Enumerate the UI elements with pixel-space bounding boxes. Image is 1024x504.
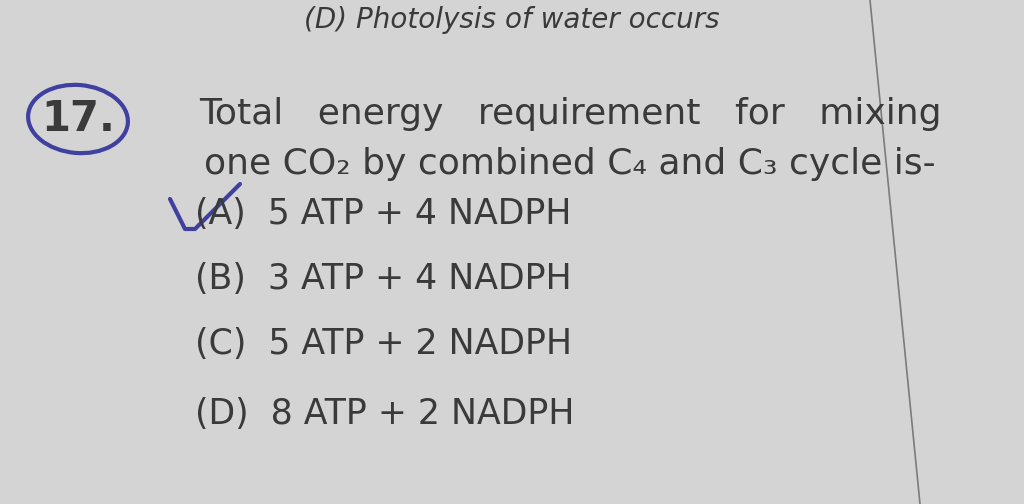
Text: 17.: 17. [41,98,115,140]
Text: (D)  8 ATP + 2 NADPH: (D) 8 ATP + 2 NADPH [195,397,574,431]
Text: (B)  3 ATP + 4 NADPH: (B) 3 ATP + 4 NADPH [195,262,571,296]
Text: Total   energy   requirement   for   mixing: Total energy requirement for mixing [199,97,941,131]
Text: (A)  5 ATP + 4 NADPH: (A) 5 ATP + 4 NADPH [195,197,571,231]
Text: one CO₂ by combined C₄ and C₃ cycle is-: one CO₂ by combined C₄ and C₃ cycle is- [204,147,936,181]
Text: (C)  5 ATP + 2 NADPH: (C) 5 ATP + 2 NADPH [195,327,572,361]
Text: (D) Photolysis of water occurs: (D) Photolysis of water occurs [304,6,720,34]
